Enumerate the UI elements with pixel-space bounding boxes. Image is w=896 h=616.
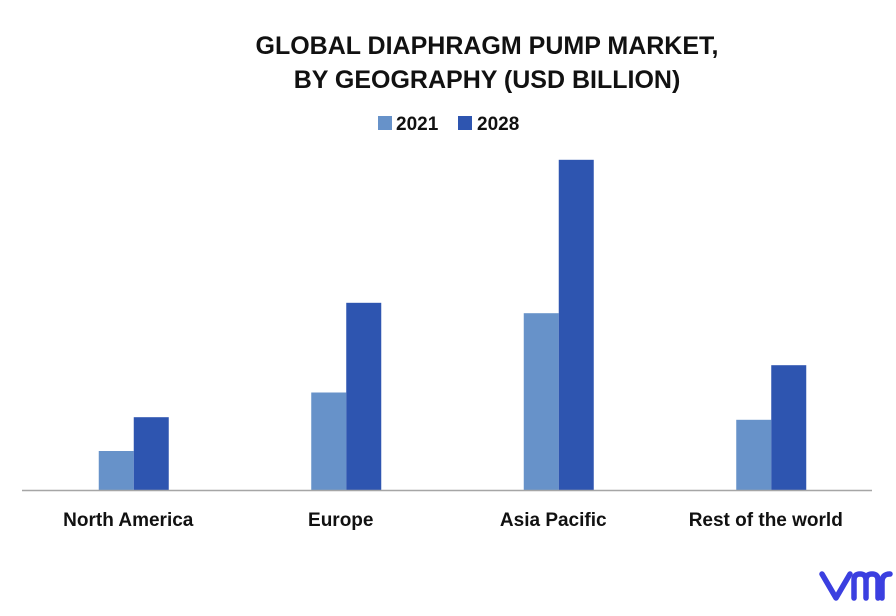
x-tick-label: Asia Pacific [500, 510, 607, 531]
bar-2028-north-america [133, 417, 169, 490]
legend-label-2028: 2028 [477, 114, 519, 135]
bar-2021-asia-pacific [523, 313, 559, 490]
legend-swatch-2028 [458, 116, 472, 130]
legend: 2021 2028 [378, 114, 519, 135]
bar-2021-europe [311, 392, 347, 490]
bar-2028-asia-pacific [558, 159, 594, 491]
x-tick-label: North America [63, 510, 194, 531]
logo-r-stroke [879, 571, 893, 601]
x-tick-label: Rest of the world [689, 510, 843, 531]
chart-title-line-1: GLOBAL DIAPHRAGM PUMP MARKET, [256, 32, 719, 60]
bars [98, 159, 807, 491]
x-tick-labels: North America Europe Asia Pacific Rest of t… [63, 510, 843, 531]
x-tick-label: Europe [308, 510, 373, 531]
bar-2028-europe [346, 302, 382, 490]
legend-swatch-2021 [378, 116, 392, 130]
legend-label-2021: 2021 [396, 114, 439, 135]
bar-2021-north-america [98, 451, 134, 490]
logo-v-stroke [819, 571, 853, 601]
chart-title-line-2: BY GEOGRAPHY (USD BILLION) [294, 66, 681, 94]
vmr-logo-icon [819, 571, 893, 601]
logo-m-stroke [851, 571, 881, 601]
bar-2028-rest-of-the-world [771, 365, 807, 490]
bar-2021-rest-of-the-world [736, 419, 772, 490]
